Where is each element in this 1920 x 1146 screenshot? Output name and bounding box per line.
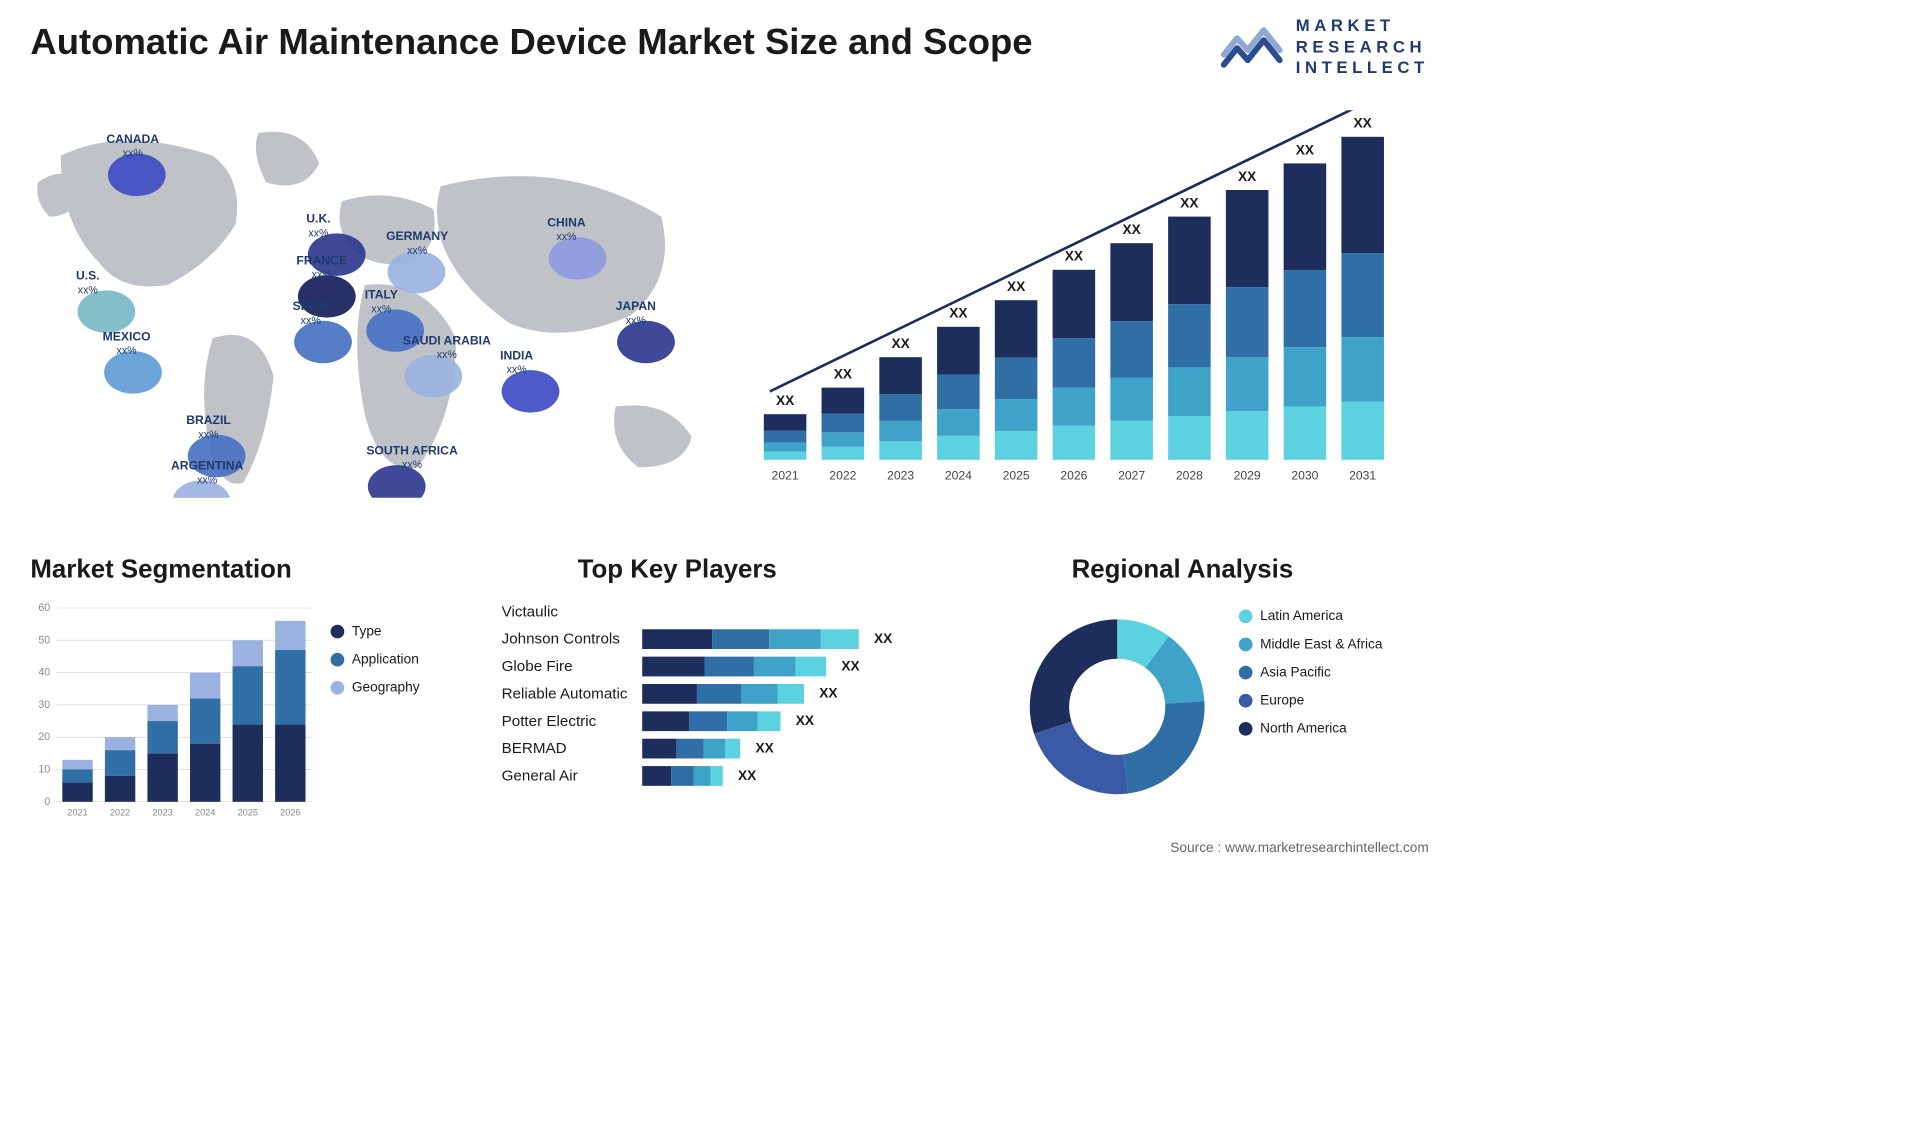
svg-text:2022: 2022: [110, 807, 130, 817]
svg-text:2026: 2026: [1060, 469, 1087, 483]
map-label-mexico: MEXICOxx%: [103, 331, 151, 357]
players-title: Top Key Players: [578, 555, 777, 585]
map-label-italy: ITALYxx%: [365, 289, 398, 315]
seg-legend-application: Application: [331, 651, 420, 667]
page-title: Automatic Air Maintenance Device Market …: [30, 21, 1032, 63]
svg-text:2021: 2021: [67, 807, 87, 817]
svg-text:40: 40: [38, 667, 50, 679]
map-label-japan: JAPANxx%: [616, 300, 656, 326]
world-map: CANADAxx% U.S.xx% MEXICOxx% BRAZILxx% ARGENT…: [30, 110, 714, 498]
region-legend-middle-east-africa: Middle East & Africa: [1239, 636, 1383, 652]
svg-text:2026: 2026: [280, 807, 300, 817]
players-panel: Top Key Players Victaulic Johnson Control…: [502, 555, 973, 829]
svg-text:2021: 2021: [772, 469, 799, 483]
svg-text:0: 0: [44, 796, 50, 808]
svg-text:2027: 2027: [1118, 469, 1145, 483]
seg-legend-type: Type: [331, 623, 420, 639]
svg-text:2029: 2029: [1234, 469, 1261, 483]
svg-text:50: 50: [38, 634, 50, 646]
segmentation-panel: Market Segmentation 0 10 20 30 40 50 60 2021 202…: [30, 555, 456, 829]
player-row-potter-electric: Potter ElectricXX: [502, 711, 973, 731]
svg-text:XX: XX: [1180, 195, 1198, 210]
map-label-canada: CANADAxx%: [106, 133, 159, 159]
svg-text:10: 10: [38, 764, 50, 776]
svg-text:XX: XX: [1296, 142, 1314, 157]
brand-line1: MARKET: [1296, 15, 1429, 36]
brand-line3: INTELLECT: [1296, 57, 1429, 78]
map-label-argentina: ARGENTINAxx%: [171, 460, 243, 486]
brand-logo: MARKET RESEARCH INTELLECT: [1218, 15, 1429, 78]
map-label-saudi-arabia: SAUDI ARABIAxx%: [403, 334, 491, 360]
svg-text:XX: XX: [776, 393, 794, 408]
svg-text:2028: 2028: [1176, 469, 1203, 483]
player-row-globe-fire: Globe FireXX: [502, 657, 973, 677]
svg-text:2023: 2023: [887, 469, 914, 483]
growth-chart: XX 2021 XX 2022 XX 2023 XX 2024 XX 2025 XX 2026 XX 20…: [749, 110, 1403, 498]
segmentation-title: Market Segmentation: [30, 555, 291, 585]
map-label-india: INDIAxx%: [500, 350, 533, 376]
player-row-general-air: General AirXX: [502, 766, 973, 786]
svg-text:XX: XX: [949, 306, 967, 321]
player-row-johnson-controls: Johnson ControlsXX: [502, 629, 973, 649]
svg-text:2030: 2030: [1291, 469, 1318, 483]
svg-text:2025: 2025: [238, 807, 258, 817]
map-label-france: FRANCExx%: [296, 255, 347, 281]
region-legend-asia-pacific: Asia Pacific: [1239, 664, 1383, 680]
svg-text:XX: XX: [1354, 116, 1372, 131]
map-label-u.s.: U.S.xx%: [76, 270, 100, 296]
svg-text:XX: XX: [1238, 169, 1256, 184]
svg-text:XX: XX: [1007, 279, 1025, 294]
svg-text:2031: 2031: [1349, 469, 1376, 483]
brand-mark-icon: [1218, 18, 1285, 75]
brand-line2: RESEARCH: [1296, 36, 1429, 57]
map-label-south-africa: SOUTH AFRICAxx%: [366, 445, 457, 471]
svg-text:30: 30: [38, 699, 50, 711]
region-legend-north-america: North America: [1239, 720, 1383, 736]
svg-text:2024: 2024: [945, 469, 972, 483]
donut-panel: Regional Analysis Latin America Middle Ea…: [1011, 555, 1437, 829]
map-label-brazil: BRAZILxx%: [186, 414, 231, 440]
svg-text:20: 20: [38, 731, 50, 743]
donut-title: Regional Analysis: [1072, 555, 1294, 585]
svg-text:2023: 2023: [153, 807, 173, 817]
svg-text:2025: 2025: [1003, 469, 1030, 483]
svg-text:60: 60: [38, 602, 50, 614]
player-row-bermad: BERMADXX: [502, 739, 973, 759]
region-legend-latin-america: Latin America: [1239, 608, 1383, 624]
svg-text:XX: XX: [1123, 222, 1141, 237]
map-label-germany: GERMANYxx%: [386, 230, 448, 256]
seg-legend-geography: Geography: [331, 679, 420, 695]
svg-text:XX: XX: [834, 366, 852, 381]
map-label-spain: SPAINxx%: [293, 300, 329, 326]
player-row-reliable-automatic: Reliable AutomaticXX: [502, 684, 973, 704]
map-label-u.k.: U.K.xx%: [306, 213, 330, 239]
svg-text:XX: XX: [891, 336, 909, 351]
map-label-china: CHINAxx%: [547, 217, 586, 243]
source-line: Source : www.marketresearchintellect.com: [1170, 840, 1428, 856]
svg-text:2024: 2024: [195, 807, 215, 817]
region-legend-europe: Europe: [1239, 692, 1383, 708]
svg-text:2022: 2022: [829, 469, 856, 483]
player-row-victaulic: Victaulic: [502, 602, 973, 622]
svg-text:XX: XX: [1065, 249, 1083, 264]
